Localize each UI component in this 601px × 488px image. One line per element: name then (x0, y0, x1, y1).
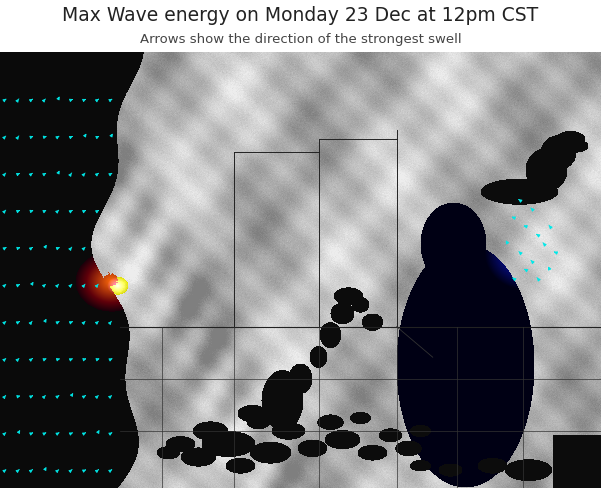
Text: Arrows show the direction of the strongest swell: Arrows show the direction of the stronge… (139, 33, 462, 45)
Text: Max Wave energy on Monday 23 Dec at 12pm CST: Max Wave energy on Monday 23 Dec at 12pm… (63, 6, 538, 25)
